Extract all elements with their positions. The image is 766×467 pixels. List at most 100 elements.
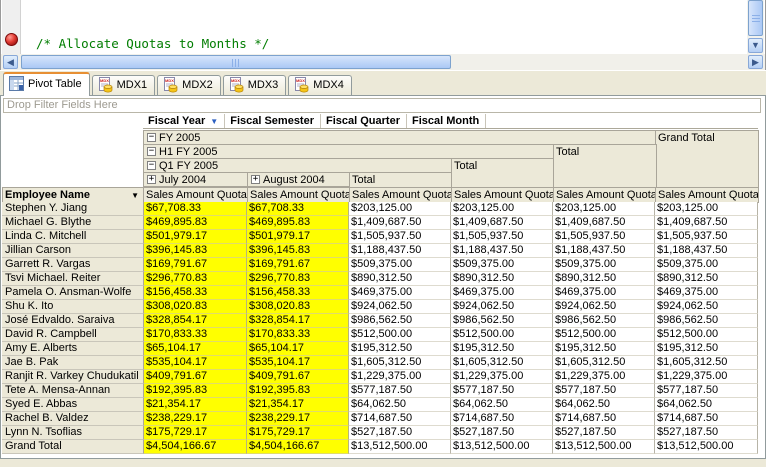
- value-cell-year-total[interactable]: $512,500.00: [553, 328, 655, 342]
- value-cell-quarter-total[interactable]: $1,505,937.50: [349, 230, 451, 244]
- value-cell-july[interactable]: $156,458.33: [144, 286, 247, 300]
- value-cell-august[interactable]: $296,770.83: [247, 272, 349, 286]
- value-cell-semester-total[interactable]: $509,375.00: [451, 258, 553, 272]
- value-cell-grand-total[interactable]: $924,062.50: [655, 300, 758, 314]
- mdx-script-editor[interactable]: /* Allocate Quotas to Months */ SCOPE ( …: [0, 0, 766, 154]
- value-cell-july[interactable]: $396,145.83: [144, 244, 247, 258]
- value-cell-august[interactable]: $328,854.17: [247, 314, 349, 328]
- value-cell-july[interactable]: $169,791.67: [144, 258, 247, 272]
- value-cell-year-total[interactable]: $509,375.00: [553, 258, 655, 272]
- value-cell-quarter-total[interactable]: $577,187.50: [349, 384, 451, 398]
- value-cell-semester-total[interactable]: $714,687.50: [451, 412, 553, 426]
- value-cell-quarter-total[interactable]: $13,512,500.00: [349, 440, 451, 454]
- field-dropdown-icon[interactable]: ▼: [210, 116, 219, 126]
- value-cell-july[interactable]: $65,104.17: [144, 342, 247, 356]
- vertical-scroll-thumb[interactable]: [748, 0, 763, 36]
- header-semester[interactable]: − H1 FY 2005: [143, 144, 554, 159]
- value-cell-grand-total[interactable]: $1,605,312.50: [655, 356, 758, 370]
- header-fiscal-year[interactable]: − FY 2005: [143, 130, 656, 145]
- value-cell-august[interactable]: $501,979.17: [247, 230, 349, 244]
- value-cell-august[interactable]: $175,729.17: [247, 426, 349, 440]
- value-cell-august[interactable]: $170,833.33: [247, 328, 349, 342]
- value-cell-semester-total[interactable]: $1,188,437.50: [451, 244, 553, 258]
- field-button-fiscal-semester[interactable]: Fiscal Semester: [225, 114, 321, 128]
- row-header-cell[interactable]: Ranjit R. Varkey Chudukatil: [2, 370, 144, 384]
- value-cell-year-total[interactable]: $924,062.50: [553, 300, 655, 314]
- collapse-icon[interactable]: −: [147, 146, 156, 157]
- value-cell-semester-total[interactable]: $924,062.50: [451, 300, 553, 314]
- value-cell-semester-total[interactable]: $1,229,375.00: [451, 370, 553, 384]
- measure-header[interactable]: Sales Amount Quota: [655, 187, 759, 203]
- value-cell-year-total[interactable]: $890,312.50: [553, 272, 655, 286]
- editor-horizontal-scrollbar[interactable]: ◀ ▶: [0, 54, 766, 70]
- collapse-icon[interactable]: −: [147, 160, 156, 171]
- value-cell-august[interactable]: $238,229.17: [247, 412, 349, 426]
- row-header-cell[interactable]: Syed E. Abbas: [2, 398, 144, 412]
- field-button-fiscal-month[interactable]: Fiscal Month: [407, 114, 487, 128]
- tab-mdx2[interactable]: MDX MDX2: [157, 75, 221, 95]
- row-header-cell[interactable]: Linda C. Mitchell: [2, 230, 144, 244]
- row-header-cell[interactable]: Jae B. Pak: [2, 356, 144, 370]
- value-cell-year-total[interactable]: $1,605,312.50: [553, 356, 655, 370]
- row-header-cell[interactable]: José Edvaldo. Saraiva: [2, 314, 144, 328]
- value-cell-august[interactable]: $169,791.67: [247, 258, 349, 272]
- value-cell-grand-total[interactable]: $1,229,375.00: [655, 370, 758, 384]
- measure-header[interactable]: Sales Amount Quota: [143, 187, 248, 203]
- value-cell-quarter-total[interactable]: $469,375.00: [349, 286, 451, 300]
- value-cell-quarter-total[interactable]: $509,375.00: [349, 258, 451, 272]
- scroll-right-button[interactable]: ▶: [748, 55, 763, 69]
- value-cell-july[interactable]: $238,229.17: [144, 412, 247, 426]
- value-cell-semester-total[interactable]: $1,505,937.50: [451, 230, 553, 244]
- value-cell-july[interactable]: $170,833.33: [144, 328, 247, 342]
- value-cell-grand-total[interactable]: $203,125.00: [655, 202, 758, 216]
- value-cell-august[interactable]: $192,395.83: [247, 384, 349, 398]
- value-cell-july[interactable]: $192,395.83: [144, 384, 247, 398]
- value-cell-year-total[interactable]: $986,562.50: [553, 314, 655, 328]
- tab-mdx3[interactable]: MDX MDX3: [222, 75, 287, 95]
- field-button-fiscal-year[interactable]: Fiscal Year ▼: [143, 114, 226, 128]
- value-cell-july[interactable]: $4,504,166.67: [144, 440, 247, 454]
- tab-mdx4[interactable]: MDX MDX4: [288, 75, 352, 95]
- value-cell-july[interactable]: $308,020.83: [144, 300, 247, 314]
- row-field-employee-name[interactable]: ▼ Employee Name: [2, 187, 144, 203]
- value-cell-year-total[interactable]: $64,062.50: [553, 398, 655, 412]
- value-cell-quarter-total[interactable]: $527,187.50: [349, 426, 451, 440]
- value-cell-semester-total[interactable]: $203,125.00: [451, 202, 553, 216]
- value-cell-quarter-total[interactable]: $1,409,687.50: [349, 216, 451, 230]
- value-cell-year-total[interactable]: $577,187.50: [553, 384, 655, 398]
- row-header-cell[interactable]: Garrett R. Vargas: [2, 258, 144, 272]
- value-cell-grand-total[interactable]: $64,062.50: [655, 398, 758, 412]
- row-header-cell[interactable]: David R. Campbell: [2, 328, 144, 342]
- value-cell-semester-total[interactable]: $1,409,687.50: [451, 216, 553, 230]
- value-cell-august[interactable]: $535,104.17: [247, 356, 349, 370]
- value-cell-august[interactable]: $308,020.83: [247, 300, 349, 314]
- value-cell-grand-total[interactable]: $1,505,937.50: [655, 230, 758, 244]
- value-cell-quarter-total[interactable]: $986,562.50: [349, 314, 451, 328]
- value-cell-quarter-total[interactable]: $1,229,375.00: [349, 370, 451, 384]
- editor-vertical-scrollbar[interactable]: ▼: [747, 0, 764, 54]
- value-cell-grand-total[interactable]: $714,687.50: [655, 412, 758, 426]
- header-month-july[interactable]: + July 2004: [143, 172, 248, 187]
- value-cell-july[interactable]: $409,791.67: [144, 370, 247, 384]
- tab-mdx1[interactable]: MDX MDX1: [91, 75, 156, 95]
- value-cell-july[interactable]: $175,729.17: [144, 426, 247, 440]
- value-cell-quarter-total[interactable]: $1,605,312.50: [349, 356, 451, 370]
- value-cell-year-total[interactable]: $527,187.50: [553, 426, 655, 440]
- row-header-cell[interactable]: Stephen Y. Jiang: [2, 202, 144, 216]
- measure-header[interactable]: Sales Amount Quota: [451, 187, 554, 203]
- measure-header[interactable]: Sales Amount Quota: [553, 187, 656, 203]
- value-cell-grand-total[interactable]: $469,375.00: [655, 286, 758, 300]
- value-cell-year-total[interactable]: $203,125.00: [553, 202, 655, 216]
- value-cell-semester-total[interactable]: $195,312.50: [451, 342, 553, 356]
- value-cell-july[interactable]: $501,979.17: [144, 230, 247, 244]
- value-cell-july[interactable]: $328,854.17: [144, 314, 247, 328]
- header-month-august[interactable]: + August 2004: [247, 172, 350, 187]
- scroll-left-button[interactable]: ◀: [3, 55, 18, 69]
- row-header-cell[interactable]: Shu K. Ito: [2, 300, 144, 314]
- value-cell-quarter-total[interactable]: $195,312.50: [349, 342, 451, 356]
- value-cell-year-total[interactable]: $1,188,437.50: [553, 244, 655, 258]
- value-cell-grand-total[interactable]: $1,188,437.50: [655, 244, 758, 258]
- value-cell-july[interactable]: $67,708.33: [144, 202, 247, 216]
- value-cell-july[interactable]: $535,104.17: [144, 356, 247, 370]
- value-cell-year-total[interactable]: $195,312.50: [553, 342, 655, 356]
